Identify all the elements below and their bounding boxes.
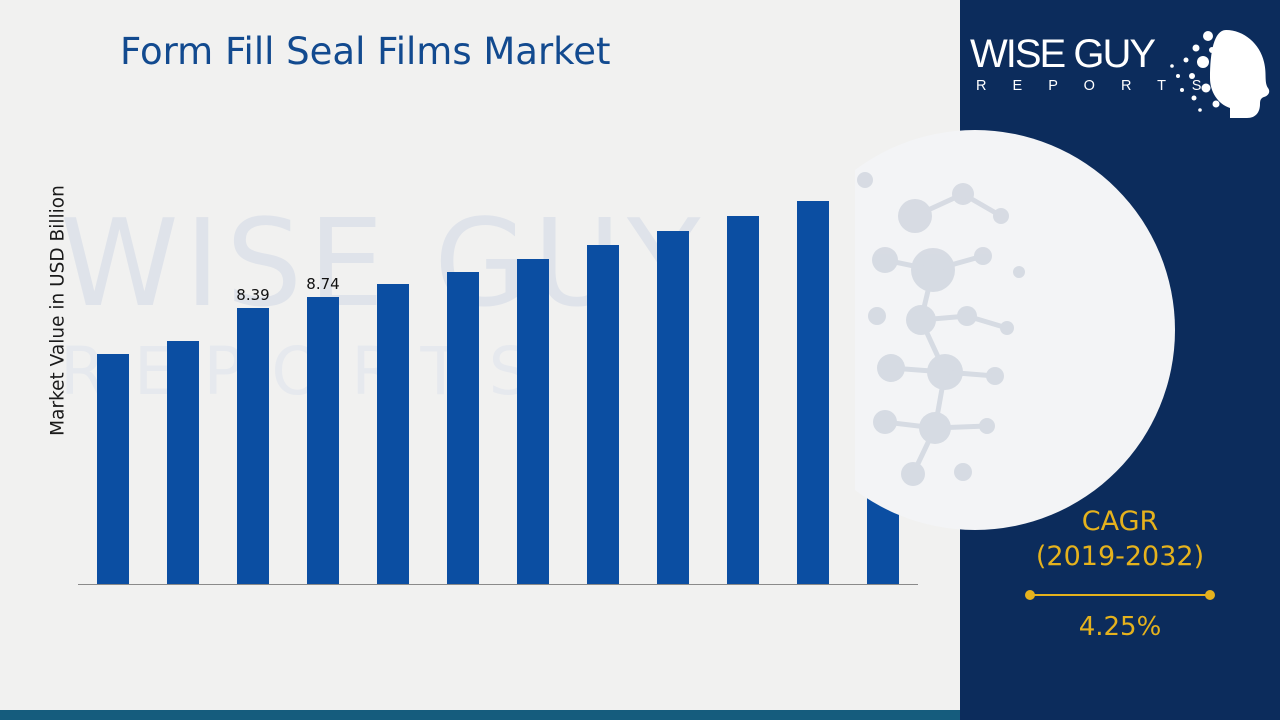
bar	[727, 215, 759, 584]
bar-group: 2019	[148, 150, 218, 584]
divider-dot-right	[1205, 590, 1215, 601]
logo-subtitle: R E P O R T S	[976, 78, 1213, 94]
bar-group: 2025	[358, 150, 428, 584]
plot-area: 201820198.3920238.7420242025202620272028…	[78, 150, 918, 584]
bar-value-label: 8.39	[236, 286, 270, 305]
bar	[587, 245, 619, 584]
bar-group: 8.742024	[288, 150, 358, 584]
head-profile-dots-icon	[1170, 30, 1270, 118]
x-axis-line	[78, 584, 918, 585]
y-axis-label: Market Value in USD Billion	[47, 185, 69, 436]
bar-value-label: 12.2	[866, 160, 900, 179]
bar-group: 2018	[78, 150, 148, 584]
page-title: Form Fill Seal Films Market	[120, 30, 611, 73]
divider-line	[1030, 594, 1210, 596]
bar-group: 8.392023	[218, 150, 288, 584]
bar	[517, 258, 549, 584]
bar	[237, 308, 269, 584]
bar	[167, 340, 199, 584]
bar-group: 2026	[428, 150, 498, 584]
bar	[377, 284, 409, 584]
bar-group: 2028	[568, 150, 638, 584]
cagr-value: 4.25%	[1078, 612, 1162, 643]
bar	[97, 353, 129, 584]
bar-group: 2031	[778, 150, 848, 584]
bar	[867, 182, 899, 584]
cagr-divider	[1025, 590, 1215, 601]
cagr-title: CAGR	[1081, 506, 1159, 537]
bar	[447, 271, 479, 584]
bar	[657, 230, 689, 584]
bar-group: 2029	[638, 150, 708, 584]
bar	[797, 200, 829, 584]
bar	[307, 296, 339, 584]
logo-wordmark: WISE GUY	[970, 32, 1156, 76]
bar-group: 2030	[708, 150, 778, 584]
brand-logo: WISE GUY R E P O R T S	[970, 30, 1270, 118]
bar-group: 12.22032	[848, 150, 918, 584]
cagr-range: (2019-2032)	[1035, 540, 1205, 572]
bottom-accent-strip	[0, 710, 960, 720]
bar-value-label: 8.74	[306, 274, 340, 293]
bar-group: 2027	[498, 150, 568, 584]
cagr-block: CAGR (2019-2032) 4.25%	[960, 505, 1280, 642]
